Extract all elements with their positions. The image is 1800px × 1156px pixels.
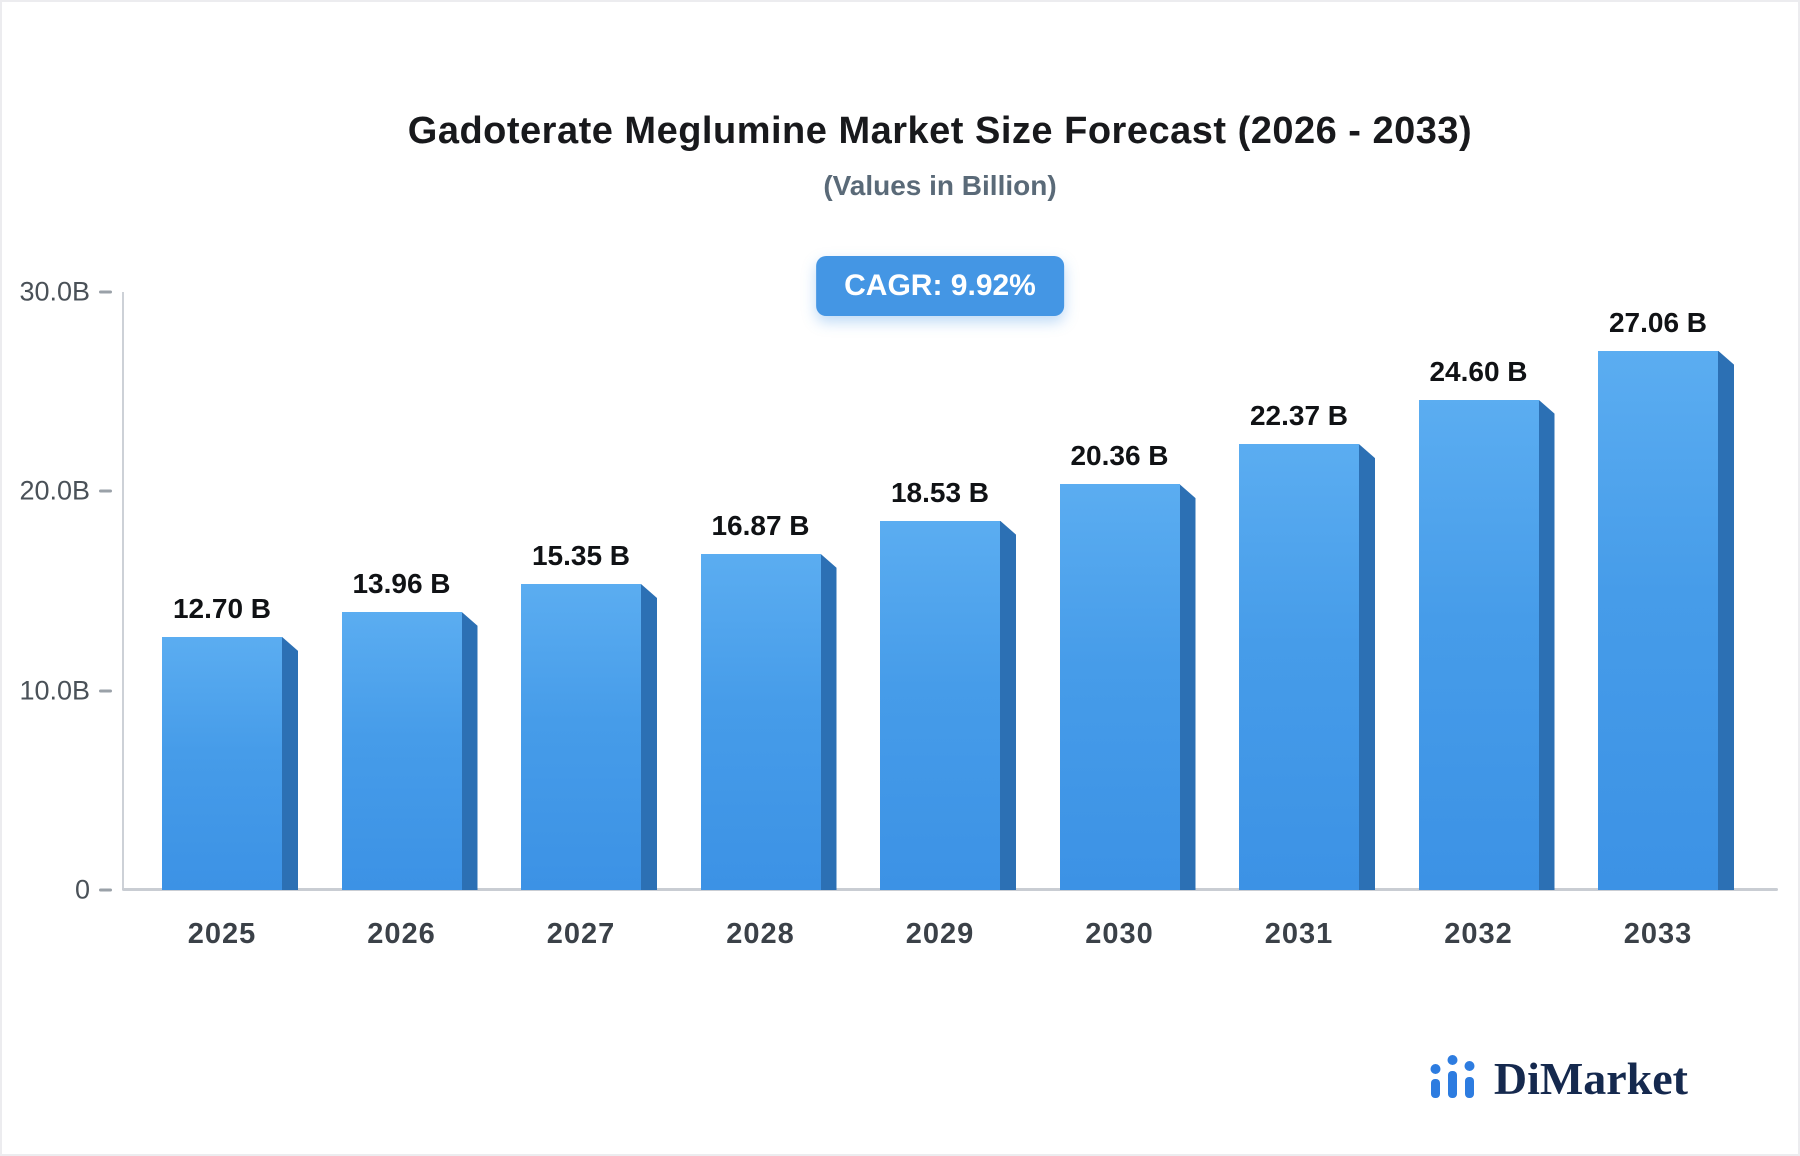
bar-value-label: 27.06 B <box>1608 306 1708 338</box>
bar-face <box>341 611 462 890</box>
bar-face <box>1418 399 1539 890</box>
y-tick-label: 10.0B <box>19 675 90 706</box>
bar-side-shadow <box>1179 484 1196 890</box>
bar-value-label: 22.37 B <box>1249 400 1349 432</box>
bar-side-shadow <box>1359 444 1375 890</box>
bar-side-shadow <box>282 636 298 890</box>
page-subtitle: (Values in Billion) <box>823 170 1057 201</box>
y-tick: 0 <box>0 875 112 906</box>
y-tick-mark <box>99 888 112 892</box>
bar-face <box>162 636 282 890</box>
y-axis-line <box>122 292 124 890</box>
x-axis-label: 2025 <box>187 918 257 950</box>
y-tick-mark <box>99 489 112 493</box>
bar: 22.37 B <box>1239 400 1375 890</box>
bar-face <box>1598 350 1718 890</box>
bar: 12.70 B <box>162 593 298 890</box>
y-axis: 30.0B 20.0B 10.0B 0 <box>0 277 112 905</box>
y-tick: 20.0B <box>0 476 112 507</box>
y-tick-label: 0 <box>74 874 90 905</box>
y-tick-mark <box>99 290 112 294</box>
bar-value-label: 15.35 B <box>531 540 631 572</box>
y-tick-label: 30.0B <box>19 276 90 307</box>
x-axis: 2025 2026 2027 2028 2029 2030 2031 2032 2033 <box>122 898 1778 950</box>
bar-value-label: 18.53 B <box>890 476 990 508</box>
bar-value-label: 13.96 B <box>352 567 451 599</box>
bar-value-label: 24.60 B <box>1429 355 1528 387</box>
y-tick-mark <box>99 689 112 693</box>
bar: 16.87 B <box>700 510 837 890</box>
bar-side-shadow <box>820 553 837 890</box>
y-tick: 30.0B <box>0 277 112 308</box>
x-axis-label: 2029 <box>905 918 975 950</box>
bar-side-shadow <box>1538 399 1555 890</box>
bar: 15.35 B <box>521 540 657 890</box>
x-axis-label: 2032 <box>1444 918 1513 950</box>
x-axis-label: 2031 <box>1264 918 1334 950</box>
bar-side-shadow <box>1000 520 1016 890</box>
bar: 18.53 B <box>880 477 1016 890</box>
x-axis-label: 2030 <box>1085 918 1154 950</box>
bar: 27.06 B <box>1598 307 1734 890</box>
bar-face <box>1239 444 1359 890</box>
bar-side-shadow <box>641 584 657 890</box>
bar-face <box>1059 484 1180 890</box>
bar-value-label: 12.70 B <box>172 592 272 624</box>
bar-side-shadow <box>461 611 478 890</box>
y-tick-label: 20.0B <box>19 475 90 506</box>
page-title: Gadoterate Meglumine Market Size Forecas… <box>407 110 1473 152</box>
bar-value-label: 20.36 B <box>1070 440 1169 472</box>
x-axis-label: 2027 <box>546 918 616 950</box>
bar-face <box>521 584 641 890</box>
bar-chart-icon <box>1426 1051 1480 1106</box>
plot-area: 12.70 B 13.96 B 15.35 B 16.87 B 18.53 B 20.36… <box>122 292 1778 890</box>
x-axis-label: 2028 <box>726 918 795 950</box>
bar-face <box>700 553 821 890</box>
y-tick: 10.0B <box>0 675 112 706</box>
bar: 13.96 B <box>341 568 478 890</box>
bar-face <box>880 520 1000 890</box>
x-axis-label: 2026 <box>367 918 436 950</box>
brand-logo: DiMarket <box>1426 1051 1688 1106</box>
x-axis-label: 2033 <box>1623 918 1693 950</box>
bar-side-shadow <box>1718 350 1734 890</box>
bar: 24.60 B <box>1418 356 1555 890</box>
brand-name: DiMarket <box>1493 1053 1688 1104</box>
bar: 20.36 B <box>1059 440 1196 890</box>
bar-value-label: 16.87 B <box>711 509 810 541</box>
cagr-badge: CAGR: 9.92% <box>816 256 1064 316</box>
